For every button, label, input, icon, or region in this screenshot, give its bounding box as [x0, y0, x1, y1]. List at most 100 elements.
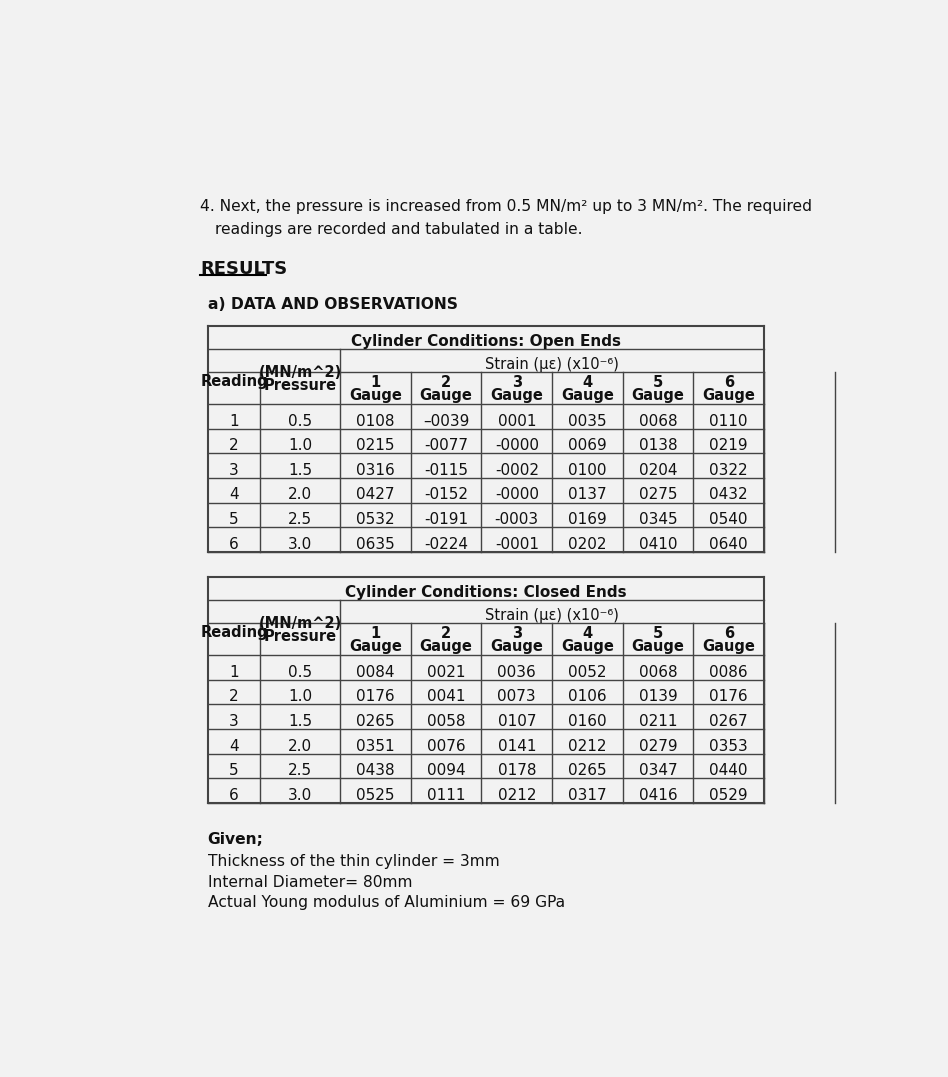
Text: Gauge: Gauge — [631, 388, 684, 403]
Text: 2: 2 — [229, 438, 239, 453]
Text: 0069: 0069 — [568, 438, 607, 453]
Text: Gauge: Gauge — [490, 639, 543, 654]
Text: 6: 6 — [229, 536, 239, 551]
Text: 4: 4 — [229, 739, 239, 754]
Text: 5: 5 — [653, 626, 664, 641]
Text: 4: 4 — [582, 626, 592, 641]
Text: 0160: 0160 — [568, 714, 607, 729]
Text: Cylinder Conditions: Open Ends: Cylinder Conditions: Open Ends — [351, 334, 621, 349]
Text: -0115: -0115 — [424, 463, 468, 478]
Text: -0002: -0002 — [495, 463, 538, 478]
Text: 0169: 0169 — [568, 513, 607, 527]
Text: 0068: 0068 — [639, 414, 678, 429]
Text: 1: 1 — [371, 626, 380, 641]
Text: 0106: 0106 — [568, 689, 607, 704]
Text: 0532: 0532 — [356, 513, 394, 527]
Text: 5: 5 — [653, 375, 664, 390]
Text: 1.0: 1.0 — [288, 689, 312, 704]
Text: 0438: 0438 — [356, 764, 394, 779]
Text: 0139: 0139 — [639, 689, 678, 704]
Text: 1.5: 1.5 — [288, 714, 312, 729]
Text: Internal Diameter= 80mm: Internal Diameter= 80mm — [208, 875, 412, 890]
Text: Gauge: Gauge — [490, 388, 543, 403]
Text: 3.0: 3.0 — [288, 536, 312, 551]
Text: Gauge: Gauge — [349, 639, 402, 654]
Text: 0086: 0086 — [709, 665, 748, 680]
Text: Gauge: Gauge — [561, 388, 614, 403]
Text: 0640: 0640 — [709, 536, 748, 551]
Text: 4. Next, the pressure is increased from 0.5 MN/m² up to 3 MN/m². The required: 4. Next, the pressure is increased from … — [200, 198, 811, 213]
Text: a) DATA AND OBSERVATIONS: a) DATA AND OBSERVATIONS — [208, 297, 458, 312]
Text: 0316: 0316 — [356, 463, 395, 478]
Text: 3: 3 — [512, 375, 521, 390]
Text: 0084: 0084 — [356, 665, 394, 680]
Text: 1.5: 1.5 — [288, 463, 312, 478]
Text: Strain (με) (x10⁻⁶): Strain (με) (x10⁻⁶) — [485, 609, 619, 624]
Text: readings are recorded and tabulated in a table.: readings are recorded and tabulated in a… — [215, 222, 583, 237]
Text: Reading: Reading — [200, 625, 267, 640]
Text: 0138: 0138 — [639, 438, 678, 453]
Text: -0000: -0000 — [495, 438, 538, 453]
Text: 0073: 0073 — [498, 689, 537, 704]
Text: (MN/m^2): (MN/m^2) — [259, 616, 342, 631]
Text: Gauge: Gauge — [631, 639, 684, 654]
Text: -0224: -0224 — [424, 536, 468, 551]
Text: Actual Young modulus of Aluminium = 69 GPa: Actual Young modulus of Aluminium = 69 G… — [208, 895, 565, 910]
Text: 0416: 0416 — [639, 787, 678, 802]
Text: 0427: 0427 — [356, 488, 394, 503]
Text: 0219: 0219 — [709, 438, 748, 453]
Text: -0191: -0191 — [424, 513, 468, 527]
Text: 2.0: 2.0 — [288, 488, 312, 503]
Text: 1: 1 — [371, 375, 380, 390]
Text: 0178: 0178 — [498, 764, 536, 779]
Text: -0001: -0001 — [495, 536, 538, 551]
Text: -0000: -0000 — [495, 488, 538, 503]
Text: 0322: 0322 — [709, 463, 748, 478]
Text: -0077: -0077 — [424, 438, 468, 453]
Text: 0345: 0345 — [639, 513, 678, 527]
Text: 2.5: 2.5 — [288, 764, 312, 779]
Text: -0152: -0152 — [424, 488, 468, 503]
Text: 1.0: 1.0 — [288, 438, 312, 453]
Text: 0279: 0279 — [639, 739, 678, 754]
Text: 0215: 0215 — [356, 438, 394, 453]
Text: 0347: 0347 — [639, 764, 678, 779]
Text: 2.5: 2.5 — [288, 513, 312, 527]
Text: Pressure: Pressure — [264, 629, 337, 644]
Text: 0068: 0068 — [639, 665, 678, 680]
Text: 4: 4 — [582, 375, 592, 390]
Text: 3: 3 — [229, 714, 239, 729]
Text: 0141: 0141 — [498, 739, 536, 754]
Text: Pressure: Pressure — [264, 378, 337, 393]
Text: 5: 5 — [229, 764, 239, 779]
Text: –0039: –0039 — [423, 414, 469, 429]
Text: 0076: 0076 — [427, 739, 465, 754]
Text: 0265: 0265 — [356, 714, 394, 729]
Text: 0204: 0204 — [639, 463, 677, 478]
Text: 0137: 0137 — [568, 488, 607, 503]
Text: 0202: 0202 — [568, 536, 607, 551]
Text: 6: 6 — [723, 626, 734, 641]
Text: 0108: 0108 — [356, 414, 394, 429]
Text: 6: 6 — [229, 787, 239, 802]
Text: 0212: 0212 — [568, 739, 607, 754]
Text: 2: 2 — [229, 689, 239, 704]
Text: 0275: 0275 — [639, 488, 677, 503]
Text: 0440: 0440 — [709, 764, 748, 779]
Text: 0317: 0317 — [568, 787, 607, 802]
Text: 0107: 0107 — [498, 714, 536, 729]
Text: Cylinder Conditions: Closed Ends: Cylinder Conditions: Closed Ends — [345, 585, 627, 600]
Text: Gauge: Gauge — [420, 388, 472, 403]
Text: Given;: Given; — [208, 833, 264, 848]
Text: 0267: 0267 — [709, 714, 748, 729]
Text: 0041: 0041 — [427, 689, 465, 704]
Text: 6: 6 — [723, 375, 734, 390]
Text: 5: 5 — [229, 513, 239, 527]
Text: 0.5: 0.5 — [288, 665, 312, 680]
Text: Strain (με) (x10⁻⁶): Strain (με) (x10⁻⁶) — [485, 358, 619, 373]
Text: 0100: 0100 — [568, 463, 607, 478]
Text: 0052: 0052 — [568, 665, 607, 680]
Text: 0525: 0525 — [356, 787, 394, 802]
Text: (MN/m^2): (MN/m^2) — [259, 365, 342, 380]
Text: RESULTS: RESULTS — [200, 261, 287, 278]
